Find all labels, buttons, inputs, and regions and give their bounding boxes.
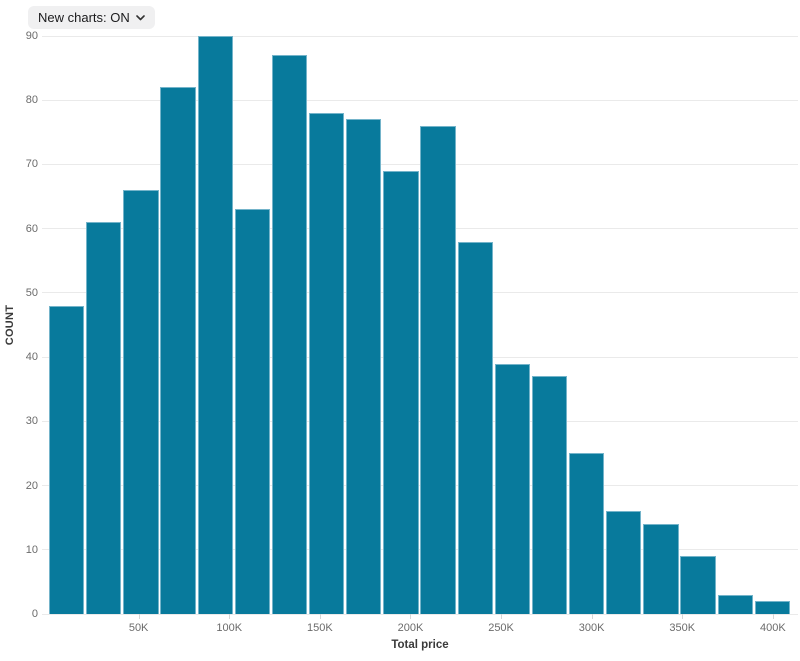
y-tick-label: 60 (25, 222, 38, 235)
histogram-bar[interactable] (643, 524, 679, 614)
y-tick-label: 0 (31, 608, 38, 620)
histogram-bar[interactable] (234, 209, 270, 614)
x-tick-label: 50K (128, 622, 149, 634)
histogram-bar[interactable] (569, 453, 605, 614)
x-tick-label: 400K (760, 622, 786, 634)
x-tick-label: 150K (306, 622, 333, 634)
y-gridline (42, 228, 798, 230)
y-gridline (42, 163, 798, 165)
x-tick-label: 300K (578, 622, 605, 634)
x-tick-mark (319, 614, 321, 619)
y-tick-label: 40 (25, 351, 38, 364)
x-tick-mark (138, 614, 140, 619)
x-axis-title: Total price (391, 639, 449, 651)
histogram-bar[interactable] (383, 170, 419, 614)
y-gridline (42, 613, 798, 615)
histogram-bar[interactable] (606, 511, 642, 614)
y-gridline (42, 292, 798, 294)
y-gridline (42, 99, 798, 101)
histogram-bar[interactable] (197, 36, 233, 614)
x-tick-label: 250K (488, 622, 514, 634)
new-charts-dropdown-label: New charts: ON (38, 10, 130, 25)
y-axis-title: COUNT (4, 304, 16, 346)
y-gridline (42, 485, 798, 487)
x-tick-mark (229, 614, 231, 619)
x-tick-mark (501, 614, 503, 619)
histogram-bar[interactable] (271, 55, 308, 614)
chevron-down-icon (135, 14, 145, 21)
y-gridline (42, 549, 798, 551)
histogram-bar[interactable] (717, 594, 753, 614)
histogram-bar[interactable] (48, 305, 85, 614)
histogram-bar[interactable] (531, 376, 568, 614)
x-tick-mark (682, 614, 684, 619)
x-tick-label: 350K (669, 622, 696, 634)
y-tick-label: 20 (25, 479, 38, 492)
histogram-bar[interactable] (308, 113, 345, 614)
histogram-bar[interactable] (420, 125, 456, 614)
y-tick-label: 80 (25, 94, 38, 107)
histogram-bar[interactable] (123, 190, 159, 614)
x-tick-mark (772, 614, 774, 619)
x-tick-mark (591, 614, 593, 619)
y-gridline (42, 35, 798, 37)
histogram-bar[interactable] (86, 222, 122, 614)
y-tick-label: 10 (25, 543, 38, 556)
histogram-bar[interactable] (754, 601, 791, 614)
y-tick-label: 30 (25, 415, 38, 428)
x-tick-label: 100K (216, 622, 243, 634)
y-tick-label: 90 (25, 30, 38, 42)
histogram-bar[interactable] (680, 556, 716, 614)
y-tick-label: 70 (25, 158, 38, 171)
new-charts-dropdown[interactable]: New charts: ON (28, 6, 155, 29)
x-tick-label: 200K (397, 622, 424, 634)
histogram-bar[interactable] (457, 241, 493, 614)
y-gridline (42, 420, 798, 422)
y-tick-label: 50 (25, 286, 38, 299)
y-gridline (42, 356, 798, 358)
x-tick-mark (410, 614, 412, 619)
histogram-bar[interactable] (494, 363, 531, 614)
histogram-bar[interactable] (346, 119, 382, 614)
histogram-bar[interactable] (160, 87, 196, 614)
